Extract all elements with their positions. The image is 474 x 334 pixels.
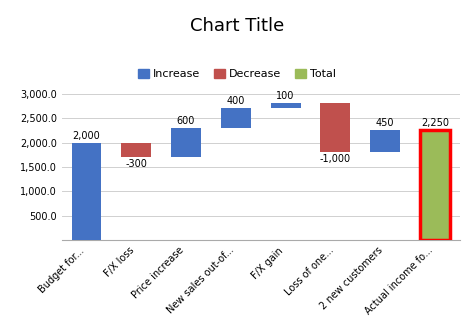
Bar	[370, 130, 400, 152]
Text: 2,000: 2,000	[73, 131, 100, 141]
Bar	[221, 108, 251, 128]
Text: 600: 600	[177, 116, 195, 126]
Text: 400: 400	[227, 96, 245, 106]
Bar	[121, 143, 151, 157]
Bar	[171, 128, 201, 157]
Text: Chart Title: Chart Title	[190, 17, 284, 35]
Bar	[320, 103, 350, 152]
Bar	[271, 103, 301, 108]
Bar	[420, 130, 450, 240]
Bar	[72, 143, 101, 240]
Text: 2,250: 2,250	[421, 118, 449, 128]
Legend: Increase, Decrease, Total: Increase, Decrease, Total	[134, 66, 340, 82]
Text: 450: 450	[376, 118, 394, 128]
Text: -300: -300	[125, 159, 147, 169]
Text: -1,000: -1,000	[320, 154, 351, 164]
Text: 100: 100	[276, 92, 295, 101]
